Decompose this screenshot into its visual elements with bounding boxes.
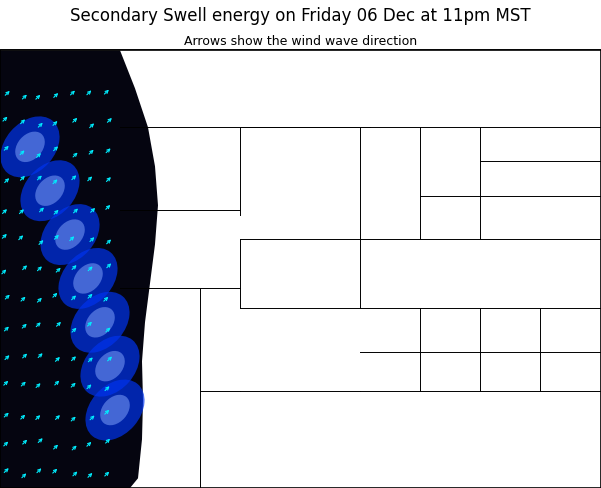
Ellipse shape — [70, 292, 130, 353]
Ellipse shape — [40, 204, 100, 265]
Ellipse shape — [81, 336, 139, 397]
Ellipse shape — [85, 380, 145, 441]
Ellipse shape — [15, 132, 44, 163]
Text: Secondary Swell energy on Friday 06 Dec at 11pm MST: Secondary Swell energy on Friday 06 Dec … — [70, 7, 531, 25]
Ellipse shape — [20, 161, 79, 222]
Ellipse shape — [58, 248, 118, 309]
Ellipse shape — [95, 351, 125, 382]
Text: Arrows show the wind wave direction: Arrows show the wind wave direction — [184, 35, 417, 47]
Polygon shape — [0, 51, 158, 488]
Ellipse shape — [73, 264, 103, 294]
Ellipse shape — [55, 220, 85, 250]
Bar — [0, 51, 601, 488]
Ellipse shape — [85, 307, 115, 338]
Ellipse shape — [35, 176, 65, 206]
Ellipse shape — [100, 395, 130, 426]
Ellipse shape — [1, 117, 59, 178]
